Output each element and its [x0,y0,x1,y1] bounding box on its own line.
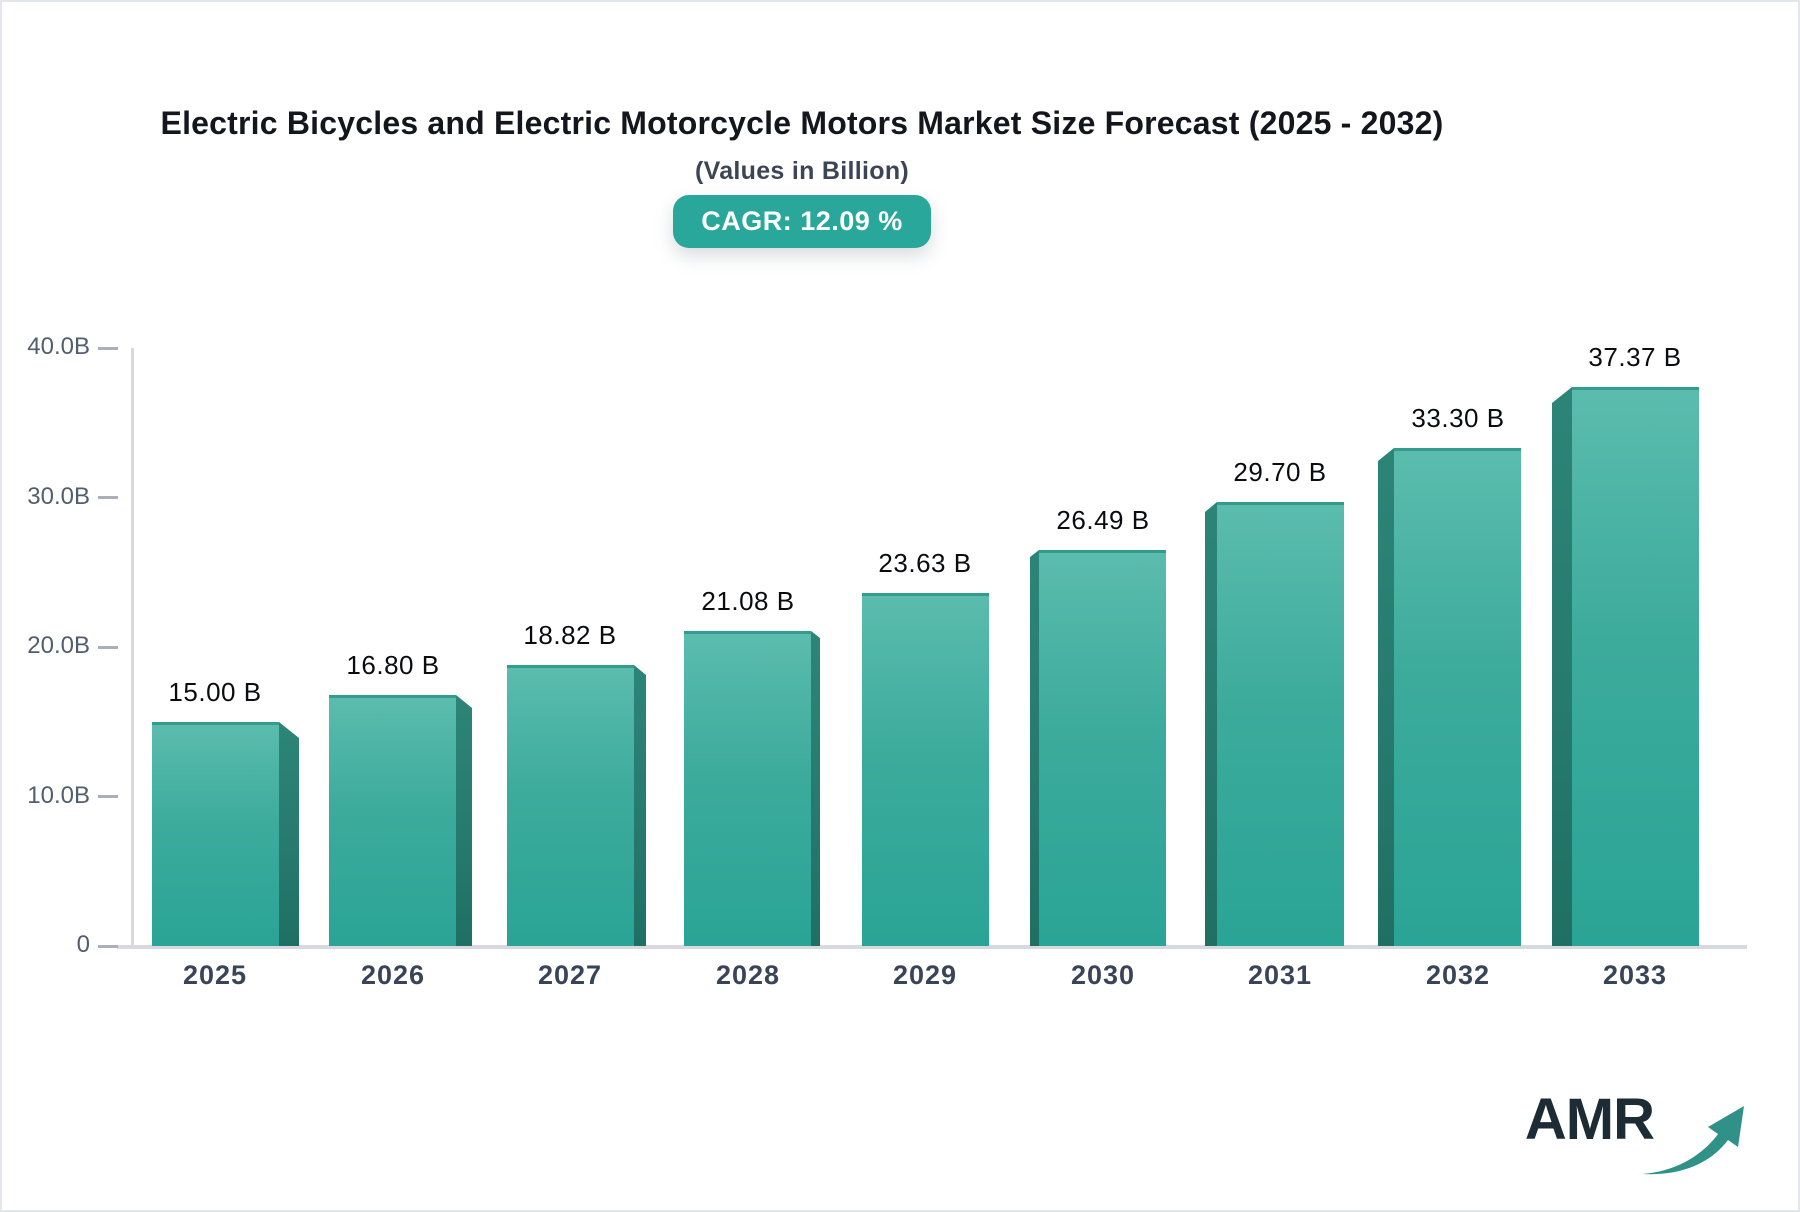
bar-value-label: 26.49 B [1056,505,1150,535]
y-axis-tick-label: 30.0B [27,483,90,510]
bar-value-label: 21.08 B [701,586,795,616]
bar-value-label: 33.30 B [1411,403,1505,433]
y-axis-tick [98,646,118,649]
y-axis-tick-label: 0 [76,931,90,958]
x-axis-label: 2031 [1247,960,1313,990]
bar-value-label: 18.82 B [523,620,617,650]
x-axis-label: 2027 [537,960,603,990]
bar-3d-side [1205,502,1217,946]
y-axis-tick-label: 20.0B [27,632,90,659]
chart-title: Electric Bicycles and Electric Motorcycl… [160,105,1444,141]
bar[interactable] [329,695,456,946]
bar-3d-side [1030,550,1039,946]
bar-3d-side [456,695,472,946]
y-axis-tick [98,795,118,798]
bar-3d-side [1378,448,1394,946]
bar[interactable] [507,665,634,946]
y-axis-tick [98,945,118,948]
bar-3d-side [1552,387,1572,946]
x-axis-label: 2032 [1425,960,1491,990]
y-axis-tick [98,347,118,350]
bar[interactable] [152,722,279,946]
cagr-badge: CAGR: 12.09 % [673,195,931,249]
x-axis-label: 2033 [1602,960,1668,990]
y-axis-line [131,348,134,949]
bar-3d-side [279,722,299,946]
bar[interactable] [1394,448,1521,946]
x-axis-label: 2026 [360,960,426,990]
bar[interactable] [1039,550,1166,946]
y-axis-tick [98,496,118,499]
x-axis-label: 2029 [892,960,958,990]
y-axis-tick-label: 40.0B [27,333,90,360]
bar-value-label: 23.63 B [878,548,972,578]
x-axis-label: 2028 [715,960,781,990]
bar-value-label: 16.80 B [346,650,440,680]
amr-logo-arrow-icon [1642,1106,1744,1175]
bar-value-label: 29.70 B [1233,457,1327,487]
x-axis-line [117,945,1747,949]
chart-header: Electric Bicycles and Electric Motorcycl… [2,96,1602,249]
x-axis-label: 2030 [1070,960,1136,990]
bar-3d-side [811,631,820,946]
bar-3d-side [634,665,646,946]
bar-value-label: 15.00 B [168,677,262,707]
bar[interactable] [1217,502,1344,946]
y-axis-tick-label: 10.0B [27,782,90,809]
bar-value-label: 37.37 B [1588,342,1682,372]
x-axis-label: 2025 [182,960,248,990]
chart-subtitle: (Values in Billion) [694,157,910,186]
amr-logo-text: AMR [1524,1087,1655,1152]
bar[interactable] [1572,387,1699,946]
amr-logo: AMR [1525,1074,1750,1180]
bar[interactable] [684,631,811,946]
bar[interactable] [862,593,989,946]
